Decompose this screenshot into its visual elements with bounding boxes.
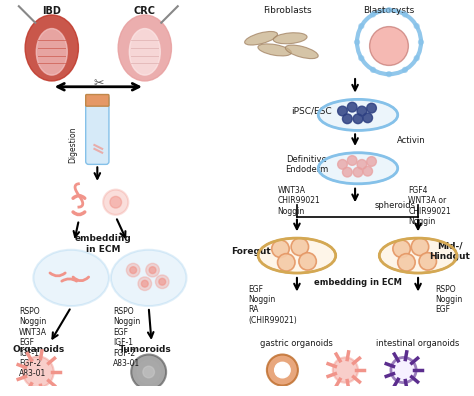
- Circle shape: [347, 156, 357, 166]
- Text: Organoids: Organoids: [12, 345, 64, 354]
- Circle shape: [414, 24, 419, 29]
- Text: Foregut: Foregut: [231, 247, 271, 256]
- Circle shape: [357, 106, 367, 116]
- Circle shape: [337, 160, 347, 169]
- Circle shape: [371, 67, 375, 72]
- Circle shape: [137, 360, 160, 384]
- Circle shape: [357, 160, 367, 169]
- Text: Blastocysts: Blastocysts: [364, 6, 415, 15]
- Circle shape: [370, 27, 409, 65]
- Circle shape: [419, 253, 437, 270]
- Text: Definitive
Endoderm: Definitive Endoderm: [285, 155, 328, 174]
- Circle shape: [355, 40, 359, 45]
- Circle shape: [387, 72, 392, 76]
- Text: Mid-/
Hindgut: Mid-/ Hindgut: [429, 242, 471, 261]
- Circle shape: [343, 167, 352, 177]
- Ellipse shape: [118, 15, 172, 81]
- Circle shape: [411, 238, 428, 255]
- Text: spheroids: spheroids: [374, 201, 415, 209]
- Ellipse shape: [258, 238, 336, 273]
- Ellipse shape: [285, 45, 318, 59]
- Circle shape: [357, 10, 421, 74]
- Text: WNT3A
CHIR99021
Noggin: WNT3A CHIR99021 Noggin: [278, 186, 320, 215]
- Ellipse shape: [379, 238, 457, 273]
- Text: embedding in ECM: embedding in ECM: [314, 278, 402, 287]
- Circle shape: [155, 275, 169, 289]
- Circle shape: [131, 354, 166, 389]
- Circle shape: [402, 12, 408, 17]
- Ellipse shape: [318, 99, 398, 130]
- Circle shape: [138, 277, 152, 291]
- Text: RSPO
Noggin
WNT3A
EGF
IGF-1
FGF-2
A83-01: RSPO Noggin WNT3A EGF IGF-1 FGF-2 A83-01: [19, 307, 47, 379]
- Circle shape: [393, 240, 410, 257]
- Text: embedding
in ECM: embedding in ECM: [75, 234, 131, 253]
- Text: FGF4
WNT3A or
CHIR99021
Noggin: FGF4 WNT3A or CHIR99021 Noggin: [409, 186, 451, 226]
- Circle shape: [146, 263, 159, 277]
- Circle shape: [391, 358, 416, 383]
- Circle shape: [367, 103, 376, 113]
- Circle shape: [141, 280, 148, 287]
- Text: gastric organoids: gastric organoids: [261, 339, 333, 348]
- Ellipse shape: [25, 15, 78, 81]
- Ellipse shape: [245, 32, 277, 45]
- Circle shape: [337, 106, 347, 116]
- Circle shape: [353, 167, 363, 177]
- Circle shape: [347, 102, 357, 112]
- Circle shape: [343, 114, 352, 124]
- Circle shape: [274, 362, 290, 378]
- Text: iPSC/ESC: iPSC/ESC: [291, 107, 332, 116]
- Circle shape: [103, 190, 128, 215]
- Text: EGF
Noggin
RA
(CHIR99021): EGF Noggin RA (CHIR99021): [248, 285, 297, 325]
- Circle shape: [149, 267, 156, 274]
- Circle shape: [127, 263, 140, 277]
- Text: RSPO
Noggin
EGF: RSPO Noggin EGF: [436, 285, 463, 314]
- Ellipse shape: [33, 250, 109, 306]
- Circle shape: [333, 358, 358, 383]
- Text: CRC: CRC: [134, 6, 156, 16]
- Ellipse shape: [318, 153, 398, 184]
- Circle shape: [267, 354, 298, 386]
- Circle shape: [23, 356, 54, 388]
- Circle shape: [299, 253, 316, 270]
- Circle shape: [367, 157, 376, 166]
- Text: Digestion: Digestion: [69, 127, 78, 163]
- Ellipse shape: [258, 44, 292, 56]
- Circle shape: [363, 166, 373, 176]
- Circle shape: [402, 67, 408, 72]
- Circle shape: [359, 56, 364, 61]
- Circle shape: [414, 56, 419, 61]
- Ellipse shape: [273, 33, 307, 44]
- Circle shape: [130, 267, 137, 274]
- Circle shape: [398, 253, 415, 271]
- Circle shape: [419, 40, 423, 45]
- Circle shape: [110, 196, 121, 208]
- Text: Activin: Activin: [397, 135, 425, 145]
- Text: Fibroblasts: Fibroblasts: [263, 6, 311, 15]
- Circle shape: [387, 8, 392, 13]
- Text: IBD: IBD: [42, 6, 61, 16]
- Text: intestinal organoids: intestinal organoids: [376, 339, 460, 348]
- Circle shape: [353, 114, 363, 124]
- Text: Tumoroids: Tumoroids: [118, 345, 171, 354]
- Circle shape: [363, 113, 373, 123]
- Circle shape: [272, 240, 289, 257]
- FancyBboxPatch shape: [86, 95, 109, 164]
- Circle shape: [359, 24, 364, 29]
- FancyBboxPatch shape: [86, 95, 109, 106]
- Text: RSPO
Noggin
EGF
IGF-1
FGF-2
A83-01: RSPO Noggin EGF IGF-1 FGF-2 A83-01: [113, 307, 140, 368]
- Circle shape: [159, 278, 165, 285]
- Circle shape: [143, 366, 155, 378]
- Text: ✂: ✂: [93, 77, 103, 90]
- Circle shape: [291, 238, 309, 255]
- Circle shape: [371, 12, 375, 17]
- Ellipse shape: [129, 29, 160, 75]
- Ellipse shape: [111, 250, 186, 306]
- Circle shape: [278, 253, 295, 271]
- Ellipse shape: [36, 29, 67, 75]
